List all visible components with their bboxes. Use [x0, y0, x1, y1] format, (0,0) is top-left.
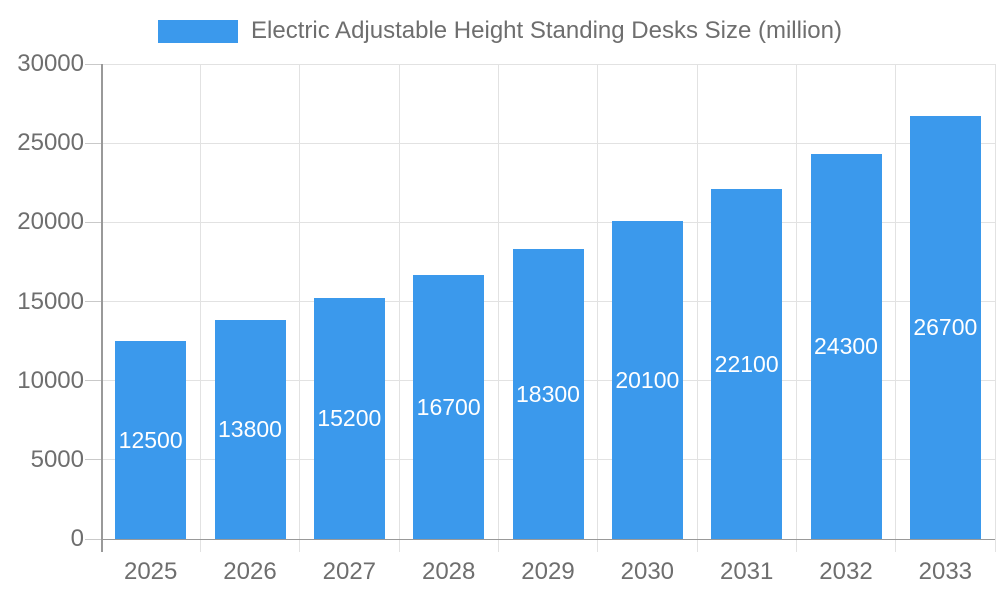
legend-swatch-icon	[158, 19, 239, 43]
bar-value-label: 12500	[118, 426, 183, 453]
legend[interactable]: Electric Adjustable Height Standing Desk…	[0, 12, 1000, 50]
bar-value-label: 26700	[913, 314, 978, 340]
y-axis-tick	[85, 142, 101, 144]
x-axis-label-2031: 2031	[719, 558, 774, 585]
bar-2031[interactable]: 22100	[711, 189, 783, 539]
bar-2027[interactable]: 15200	[313, 298, 385, 539]
bar-2030[interactable]: 20100	[611, 221, 683, 539]
x-axis-line	[101, 538, 995, 540]
x-axis-label-2025: 2025	[123, 558, 178, 585]
y-axis-tick	[85, 301, 101, 302]
legend-label: Electric Adjustable Height Standing Desk…	[251, 17, 842, 44]
bar-2028[interactable]: 16700	[413, 275, 485, 539]
x-gridline	[299, 64, 301, 552]
bar-value-label: 24300	[814, 333, 878, 359]
bar-value-label: 13800	[218, 416, 282, 442]
x-axis-label-2026: 2026	[223, 558, 277, 585]
bar-value-label: 16700	[416, 393, 481, 420]
x-gridline	[696, 64, 698, 552]
x-gridline	[398, 64, 400, 552]
y-axis-label: 25000	[17, 129, 84, 157]
bar-2026[interactable]: 13800	[214, 320, 286, 539]
y-gridline	[101, 221, 995, 223]
bar-value-label: 15200	[317, 405, 382, 431]
bar-value-label: 22100	[714, 350, 779, 377]
bar-value-label: 18300	[516, 380, 580, 407]
x-gridline	[597, 64, 599, 552]
y-axis-line	[101, 64, 103, 552]
y-gridline	[101, 63, 995, 65]
x-axis-label-2030: 2030	[620, 558, 675, 585]
y-axis-label: 10000	[17, 366, 84, 394]
y-axis-tick	[85, 63, 101, 65]
x-axis-label-2028: 2028	[421, 558, 476, 585]
x-axis-label-2029: 2029	[521, 558, 575, 585]
x-gridline	[994, 64, 996, 552]
y-axis-label: 15000	[17, 287, 84, 315]
y-axis-tick	[85, 380, 101, 382]
x-gridline	[497, 64, 499, 552]
x-axis-label-2027: 2027	[322, 558, 377, 585]
bar-2033[interactable]: 26700	[909, 116, 981, 539]
y-axis-label: 20000	[17, 208, 84, 236]
y-axis-tick	[85, 221, 101, 223]
x-gridline	[795, 64, 797, 552]
bar-2025[interactable]: 12500	[115, 341, 187, 539]
x-axis-label-2032: 2032	[819, 558, 873, 585]
x-gridline	[895, 64, 897, 552]
bar-2029[interactable]: 18300	[512, 249, 584, 539]
y-axis-tick	[85, 538, 101, 540]
y-axis-tick	[85, 459, 101, 461]
y-axis-label: 0	[70, 525, 84, 552]
y-axis-label: 5000	[30, 445, 84, 473]
bar-value-label: 20100	[615, 366, 680, 393]
y-gridline	[101, 142, 995, 144]
x-axis-label-2033: 2033	[918, 558, 973, 585]
bar-2032[interactable]: 24300	[810, 154, 882, 539]
y-axis-label: 30000	[17, 50, 84, 77]
x-gridline	[199, 64, 201, 552]
